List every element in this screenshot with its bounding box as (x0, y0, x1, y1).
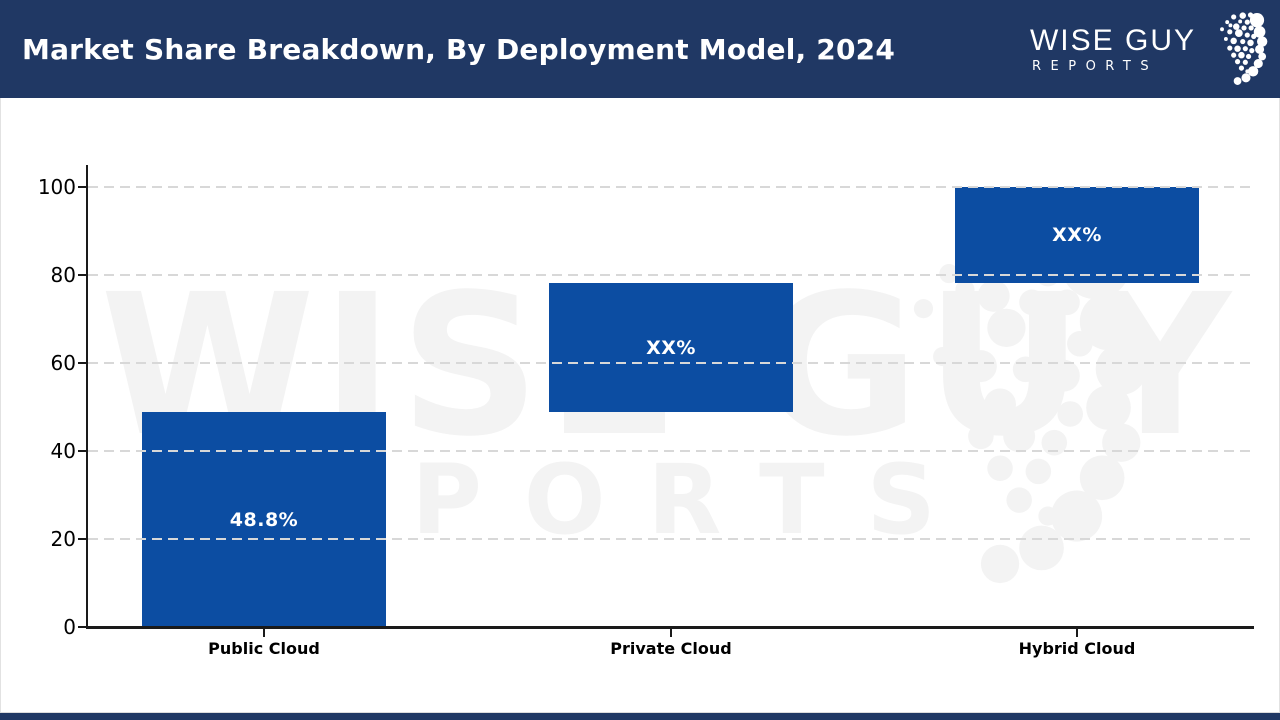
footer-bar (0, 713, 1280, 720)
bar: XX% (955, 187, 1199, 284)
bar-value-label: XX% (1052, 224, 1102, 247)
y-tick (78, 186, 86, 188)
y-tick (78, 274, 86, 276)
y-axis-tick-label: 40 (50, 439, 76, 463)
gridline (88, 274, 1252, 276)
y-tick (78, 626, 86, 628)
gridline (88, 186, 1252, 188)
y-tick (78, 538, 86, 540)
y-axis-tick-label: 80 (50, 263, 76, 287)
y-tick (78, 450, 86, 452)
x-axis-category-label: Private Cloud (610, 639, 732, 658)
y-axis-line (86, 165, 88, 629)
logo-wordmark: WISE GUY (1029, 23, 1196, 57)
bar: 48.8% (142, 412, 386, 627)
x-tick (1076, 629, 1078, 637)
x-tick (263, 629, 265, 637)
y-axis-tick-label: 0 (63, 615, 76, 639)
bar-value-label: 48.8% (229, 508, 299, 531)
logo-subtitle: REPORTS (1031, 58, 1159, 74)
gridline (88, 362, 1252, 364)
gridline (88, 538, 1252, 540)
footer-divider (0, 712, 1280, 713)
x-axis-category-label: Hybrid Cloud (1018, 639, 1136, 658)
page-title: Market Share Breakdown, By Deployment Mo… (22, 32, 896, 66)
header-bar: Market Share Breakdown, By Deployment Mo… (0, 0, 1280, 98)
y-tick (78, 362, 86, 364)
gridline (88, 450, 1252, 452)
y-axis-tick-label: 20 (50, 527, 76, 551)
bar: XX% (549, 283, 793, 413)
y-axis-tick-label: 100 (37, 175, 76, 199)
wiseguy-logo-text: WISE GUY REPORTS (1029, 23, 1196, 74)
wiseguy-logo: WISE GUY REPORTS (1030, 10, 1268, 88)
x-axis-line (86, 626, 1254, 629)
y-axis-tick-label: 60 (50, 351, 76, 375)
x-axis-category-label: Public Cloud (208, 639, 320, 658)
x-tick (670, 629, 672, 637)
bar-value-label: XX% (646, 336, 696, 359)
wiseguy-head-icon (1220, 12, 1268, 85)
